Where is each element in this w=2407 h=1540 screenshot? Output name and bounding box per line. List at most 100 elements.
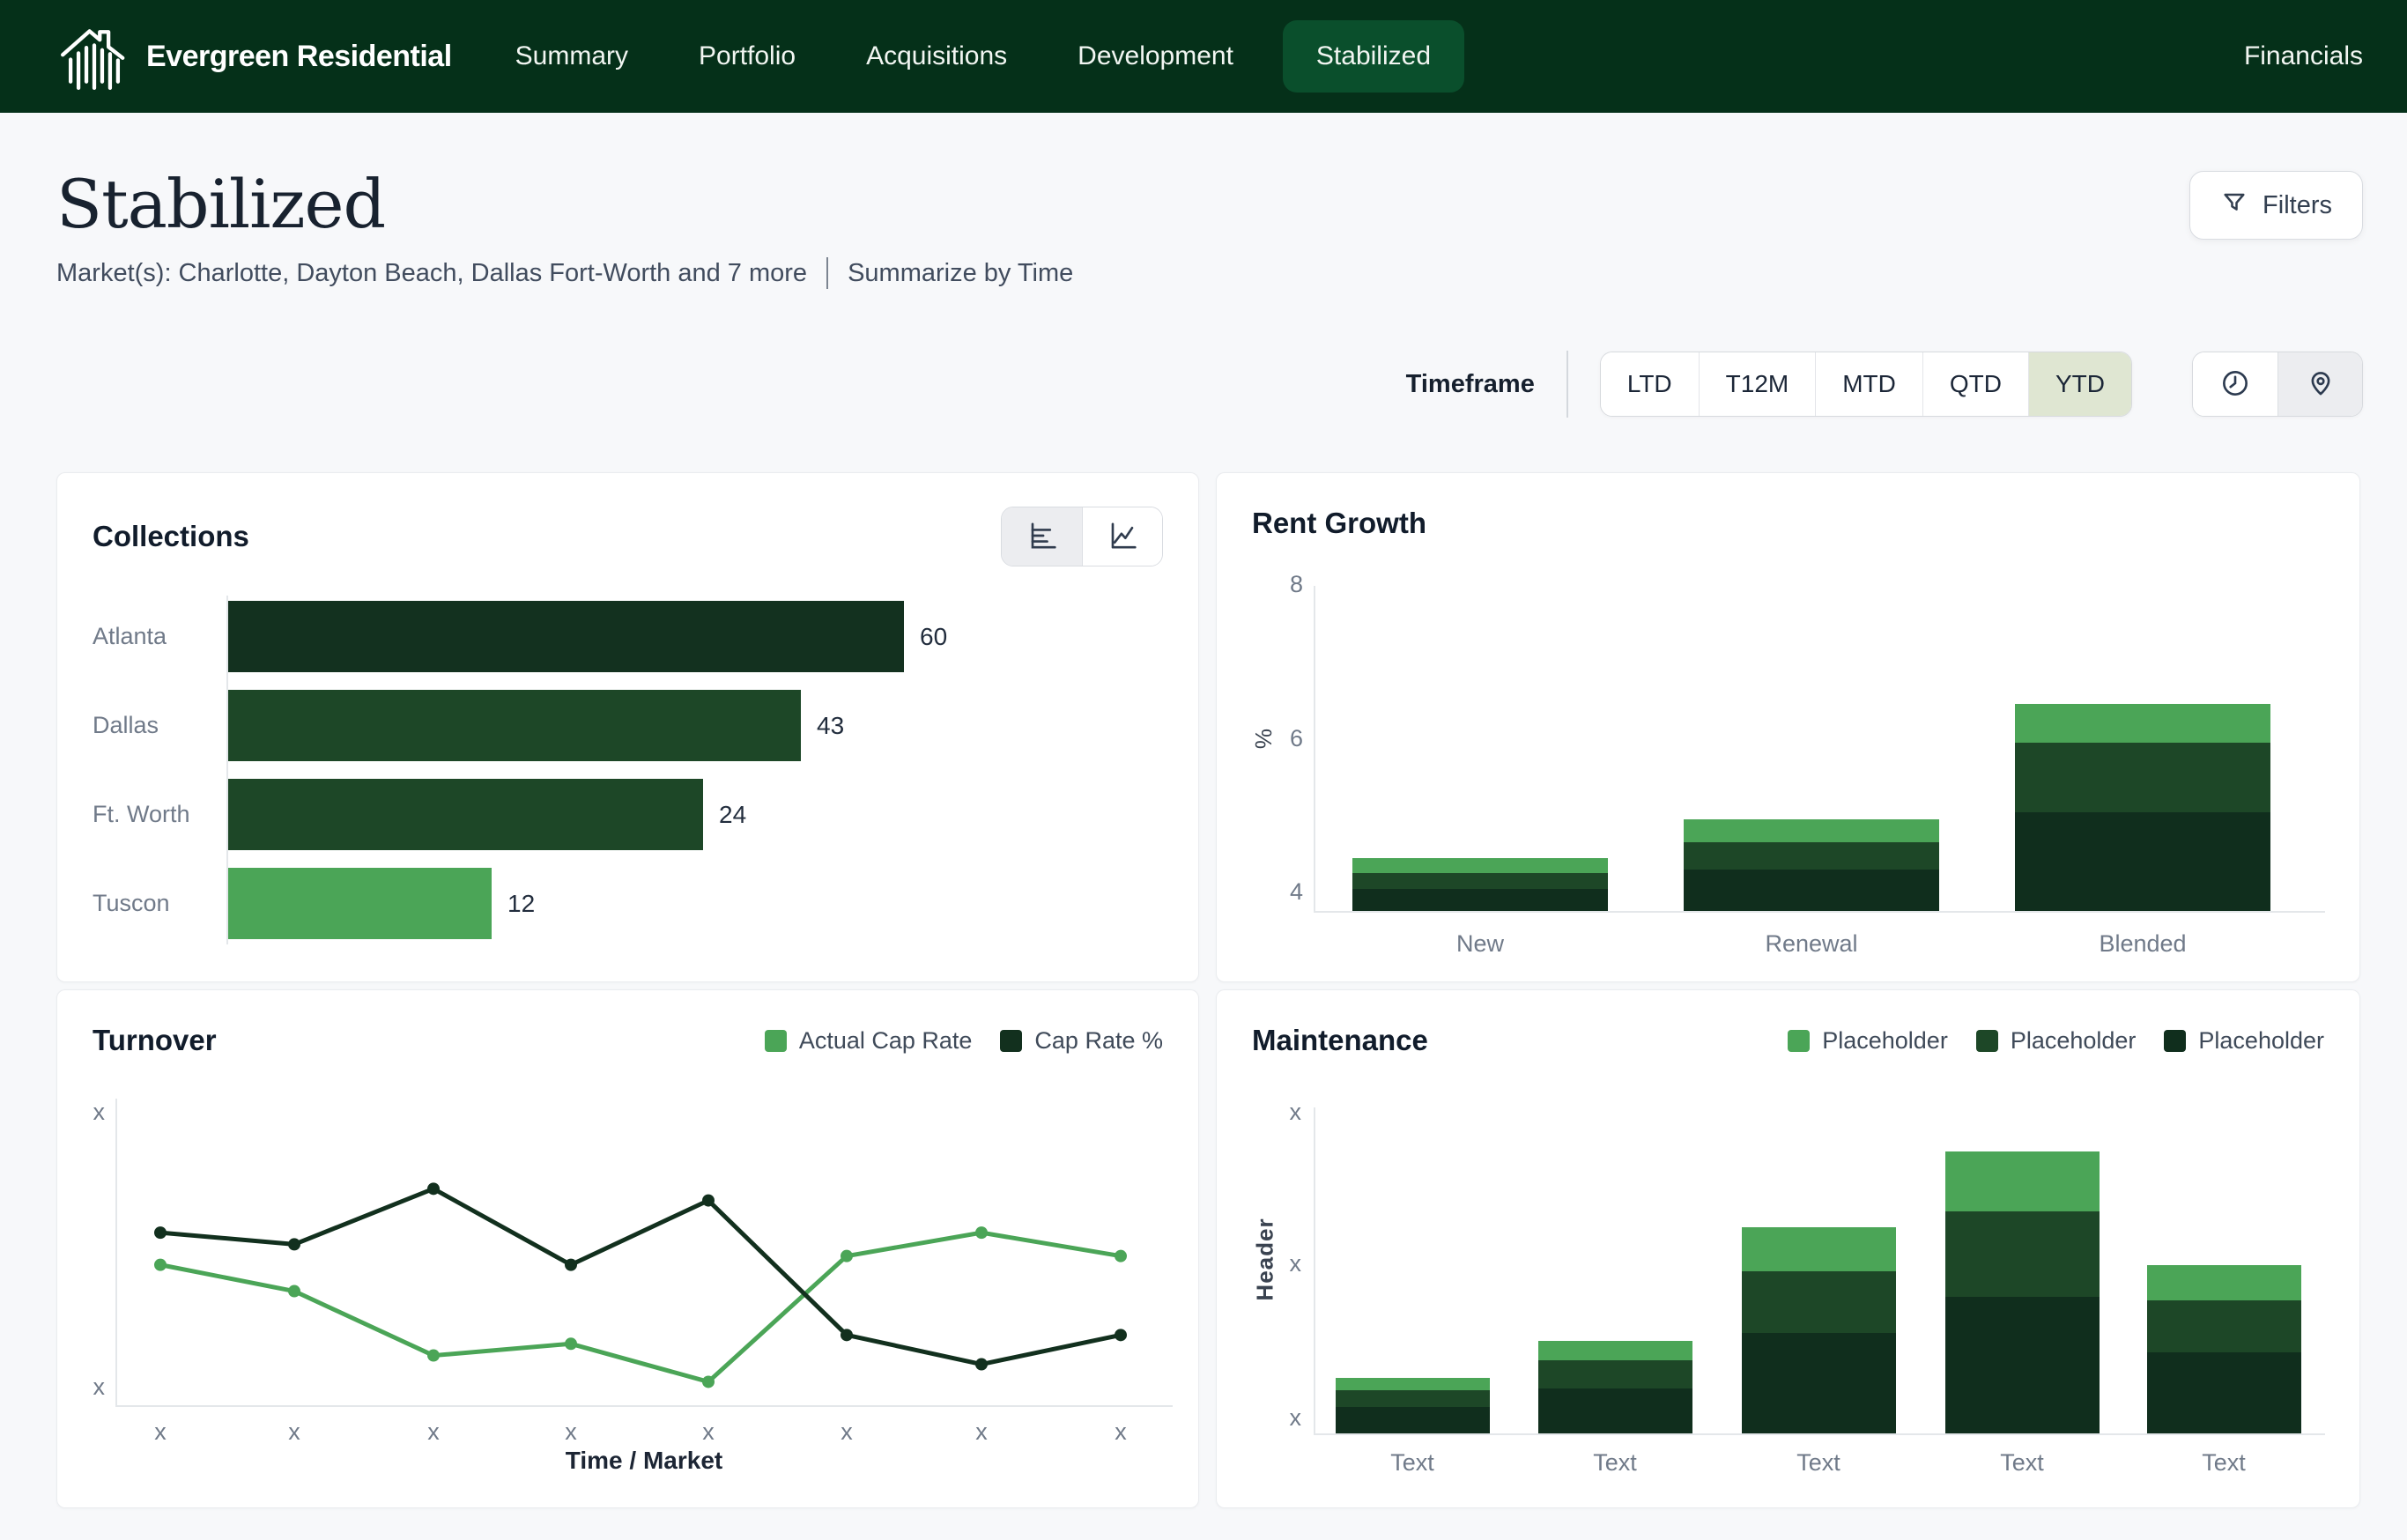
turnover-title: Turnover: [93, 1024, 217, 1056]
maintenance-bar-segment: [1537, 1340, 1692, 1360]
brand-logo[interactable]: Evergreen Residential: [56, 19, 452, 94]
collections-y-axis-line: [226, 596, 228, 944]
page-subtitle: Market(s): Charlotte, Dayton Beach, Dall…: [56, 257, 2363, 289]
timeframe-option-mtd[interactable]: MTD: [1815, 352, 1922, 416]
nav-item-stabilized-label: Stabilized: [1315, 41, 1431, 70]
rent-growth-bar-segment: [1352, 873, 1608, 889]
rent-growth-bar-segment: [2015, 743, 2270, 812]
maintenance-bar-segment: [1741, 1333, 1896, 1433]
turnover-data-point: [702, 1194, 715, 1207]
maintenance-x-label: Text: [1796, 1449, 1840, 1476]
nav-links: Summary Portfolio Acquisitions Developme…: [515, 41, 1233, 71]
turnover-x-tick: x: [288, 1418, 300, 1445]
rent-growth-bar-segment: [1352, 888, 1608, 911]
turnover-x-tick: x: [565, 1418, 577, 1445]
maintenance-bar-segment: [1741, 1270, 1896, 1334]
timeframe-option-qtd[interactable]: QTD: [1922, 352, 2028, 416]
maintenance-bar-segment: [1537, 1360, 1692, 1389]
timeframe-option-ytd[interactable]: YTD: [2028, 352, 2131, 416]
actual-cap-rate-swatch: [764, 1029, 787, 1052]
timeframe-option-ltd[interactable]: LTD: [1600, 352, 1699, 416]
location-view-button[interactable]: [2277, 352, 2362, 416]
maintenance-legend: Placeholder Placeholder Placeholder: [1788, 1027, 2324, 1055]
collections-value-label: 24: [719, 801, 747, 828]
turnover-data-point: [427, 1349, 440, 1362]
nav-item-portfolio[interactable]: Portfolio: [699, 41, 796, 70]
placeholder-1-swatch: [1788, 1029, 1811, 1052]
dashboard-grid: Collections: [56, 472, 2363, 1508]
filters-button-label: Filters: [2263, 190, 2332, 219]
turnover-y-tick: x: [93, 1099, 106, 1125]
brand-name: Evergreen Residential: [146, 39, 452, 73]
maintenance-bar-segment: [1741, 1227, 1896, 1271]
turnover-baseline: [115, 1405, 1173, 1407]
controls-row: Timeframe LTD T12M MTD QTD YTD: [0, 351, 2407, 418]
nav-item-financials[interactable]: Financials: [2243, 41, 2363, 70]
turnover-data-point: [841, 1249, 853, 1262]
rent-growth-bar-segment: [1352, 857, 1608, 874]
rent-growth-bar-segment: [2015, 704, 2270, 744]
rent-growth-y-axis-line: [1314, 586, 1315, 911]
turnover-data-point: [565, 1258, 577, 1271]
collections-category-label: Tuscon: [93, 890, 170, 916]
turnover-y-axis-line: [115, 1099, 117, 1406]
maintenance-bar-segment: [2146, 1264, 2301, 1301]
turnover-data-point: [427, 1182, 440, 1196]
maintenance-bar-segment: [1537, 1388, 1692, 1433]
rent-growth-x-label: Renewal: [1765, 930, 1858, 957]
time-view-button[interactable]: [2193, 352, 2277, 416]
maintenance-baseline: [1314, 1433, 2325, 1435]
rent-growth-bar-segment: [2015, 811, 2270, 911]
turnover-legend: Actual Cap Rate Cap Rate %: [764, 1027, 1163, 1055]
summarize-by-text: Summarize by Time: [848, 258, 1074, 287]
legend-item-placeholder-2: Placeholder: [1975, 1027, 2136, 1055]
turnover-data-point: [1115, 1249, 1127, 1262]
page-title: Stabilized: [56, 165, 386, 243]
placeholder-2-swatch: [1975, 1029, 1998, 1052]
rent-growth-bar-segment: [1684, 819, 1939, 843]
maintenance-title: Maintenance: [1252, 1024, 1428, 1056]
turnover-x-axis-title: Time / Market: [565, 1447, 723, 1474]
nav-item-stabilized-active[interactable]: Stabilized: [1282, 20, 1464, 93]
turnover-x-tick: x: [427, 1418, 440, 1445]
collections-bar-atlanta: [228, 601, 904, 672]
collections-bar-dallas: [228, 690, 801, 761]
nav-item-summary[interactable]: Summary: [515, 41, 629, 70]
line-chart-icon: [1103, 516, 1142, 558]
turnover-data-point: [975, 1358, 988, 1371]
turnover-lines: [154, 1182, 1127, 1388]
turnover-data-point: [288, 1238, 300, 1251]
turnover-panel: Turnover Actual Cap Rate Cap Rate % x x x x…: [56, 989, 1199, 1508]
nav-item-acquisitions[interactable]: Acquisitions: [866, 41, 1008, 70]
page-header: Stabilized Filters Market(s): Charlotte,…: [0, 113, 2407, 289]
bar-view-button[interactable]: [1002, 507, 1082, 566]
collections-value-label: 12: [507, 890, 536, 917]
collections-title: Collections: [93, 520, 249, 552]
turnover-data-point: [154, 1258, 167, 1271]
collections-panel: Collections: [56, 472, 1199, 982]
maintenance-y-tick: x: [1289, 1404, 1302, 1432]
filters-button[interactable]: Filters: [2189, 171, 2363, 240]
turnover-x-tick: x: [841, 1418, 853, 1445]
maintenance-x-label: Text: [2000, 1449, 2044, 1476]
maintenance-chart: x x x Text Text Text Text Text: [1290, 1099, 2325, 1476]
turnover-chart: x x x x x x x x x x: [93, 1099, 1173, 1445]
maintenance-x-label: Text: [1593, 1449, 1637, 1476]
timeframe-option-t12m[interactable]: T12M: [1698, 352, 1816, 416]
nav-item-development[interactable]: Development: [1078, 41, 1233, 70]
maintenance-bar-segment: [2146, 1300, 2301, 1352]
maintenance-bar-segment: [1944, 1211, 2100, 1298]
cap-rate-pct-swatch: [1000, 1029, 1023, 1052]
collections-bar-tuscon: [228, 868, 492, 939]
turnover-data-point: [565, 1337, 577, 1351]
rent-growth-y-tick: 8: [1289, 571, 1303, 598]
maintenance-bar-segment: [1944, 1297, 2100, 1433]
rent-growth-panel: Rent Growth % 4 6 8 New Renewal Blended: [1216, 472, 2360, 982]
line-view-button[interactable]: [1082, 507, 1162, 566]
maintenance-y-axis-line: [1314, 1107, 1315, 1434]
maintenance-bar-segment: [2146, 1351, 2301, 1433]
turnover-data-point: [154, 1226, 167, 1240]
maintenance-x-label: Text: [2202, 1449, 2246, 1476]
markets-summary-text: Market(s): Charlotte, Dayton Beach, Dall…: [56, 258, 808, 287]
collections-category-label: Dallas: [93, 712, 159, 738]
